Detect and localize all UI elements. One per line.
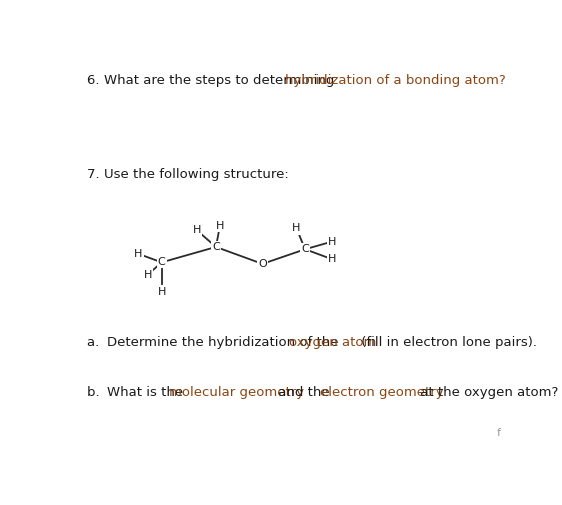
Text: H: H [292, 223, 301, 233]
Text: Determine the hybridization of the: Determine the hybridization of the [107, 336, 342, 349]
Text: electron geometry: electron geometry [320, 385, 444, 398]
Text: 7.: 7. [87, 168, 108, 181]
Text: H: H [328, 254, 337, 264]
Text: H: H [157, 287, 166, 296]
Text: H: H [143, 270, 152, 280]
Text: H: H [216, 221, 224, 231]
Text: What are the steps to determining: What are the steps to determining [103, 74, 338, 87]
Text: H: H [192, 225, 201, 235]
Text: What is the: What is the [107, 385, 187, 398]
Text: (fill in electron lone pairs).: (fill in electron lone pairs). [357, 336, 537, 349]
Text: C: C [301, 244, 309, 254]
Text: a.: a. [87, 336, 112, 349]
Text: and the: and the [274, 385, 334, 398]
Text: f: f [496, 428, 500, 438]
Text: hybridization of a bonding atom?: hybridization of a bonding atom? [285, 74, 506, 87]
Text: O: O [258, 259, 267, 269]
Text: oxygen atom: oxygen atom [289, 336, 377, 349]
Text: C: C [212, 242, 220, 252]
Text: C: C [158, 258, 166, 267]
Text: H: H [328, 236, 337, 246]
Text: molecular geometry: molecular geometry [169, 385, 305, 398]
Text: H: H [134, 249, 143, 259]
Text: Use the following structure:: Use the following structure: [103, 168, 288, 181]
Text: b.: b. [87, 385, 112, 398]
Text: 6.: 6. [87, 74, 108, 87]
Text: at the oxygen atom?: at the oxygen atom? [416, 385, 559, 398]
